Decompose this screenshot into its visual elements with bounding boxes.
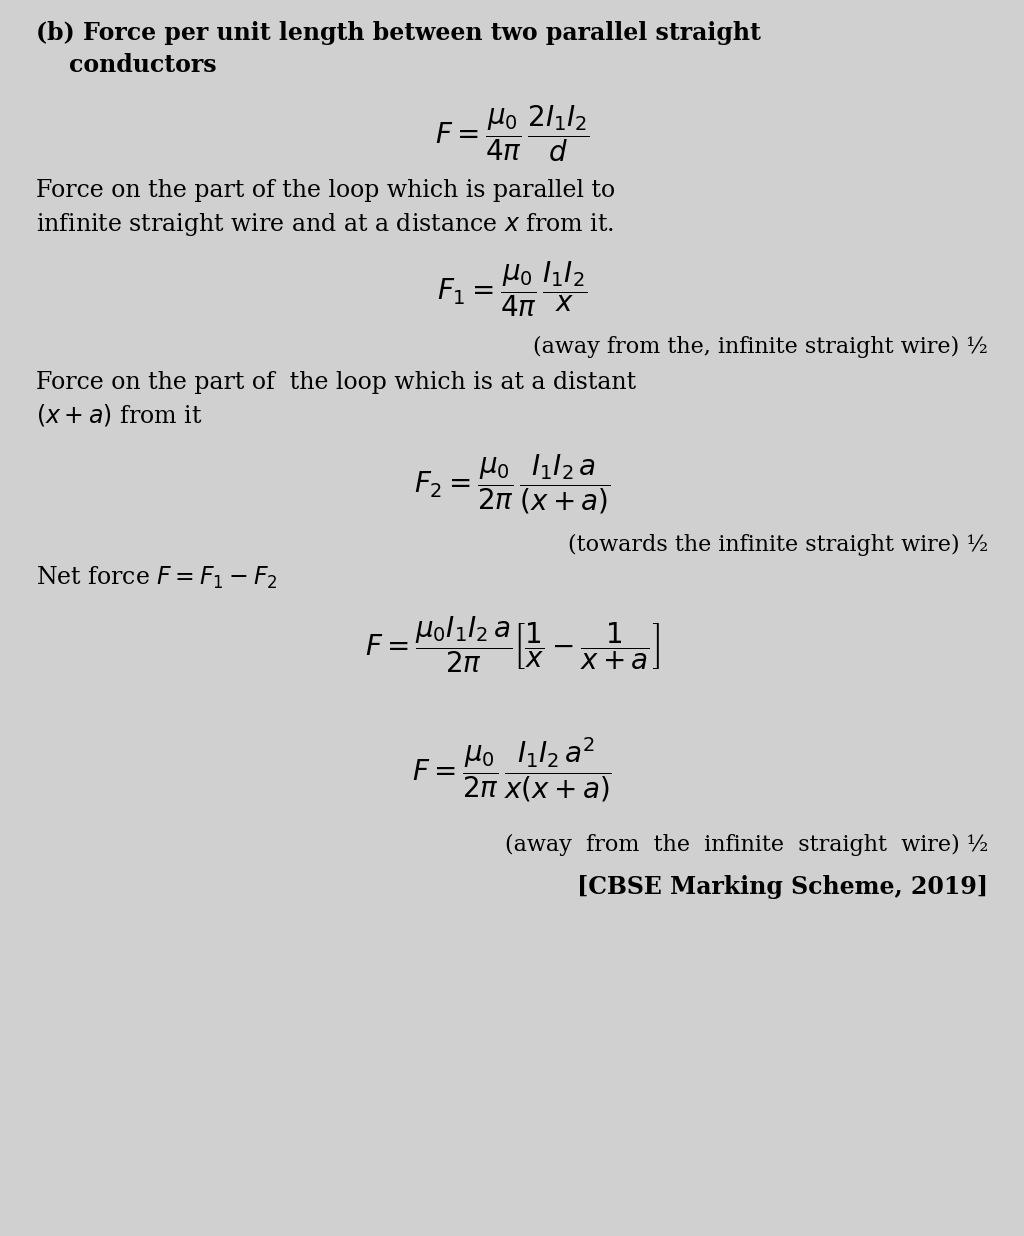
Text: Force on the part of the loop which is parallel to: Force on the part of the loop which is p… xyxy=(36,179,615,203)
Text: (towards the infinite straight wire) ½: (towards the infinite straight wire) ½ xyxy=(568,534,988,556)
Text: (away  from  the  infinite  straight  wire) ½: (away from the infinite straight wire) ½ xyxy=(505,834,988,857)
Text: $F_1 = \dfrac{\mu_0}{4\pi}\,\dfrac{I_1I_2}{x}$: $F_1 = \dfrac{\mu_0}{4\pi}\,\dfrac{I_1I_… xyxy=(437,260,587,319)
Text: $(x + a)$ from it: $(x + a)$ from it xyxy=(36,402,202,428)
Text: infinite straight wire and at a distance $x$ from it.: infinite straight wire and at a distance… xyxy=(36,211,614,239)
Text: [CBSE Marking Scheme, 2019]: [CBSE Marking Scheme, 2019] xyxy=(578,875,988,899)
Text: $F = \dfrac{\mu_0 I_1 I_2\,a}{2\pi}\left[\dfrac{1}{x} - \dfrac{1}{x+a}\right]$: $F = \dfrac{\mu_0 I_1 I_2\,a}{2\pi}\left… xyxy=(365,614,659,675)
Text: Net force $F = F_1 - F_2$: Net force $F = F_1 - F_2$ xyxy=(36,565,278,591)
Text: (b) Force per unit length between two parallel straight: (b) Force per unit length between two pa… xyxy=(36,21,761,44)
Text: Force on the part of  the loop which is at a distant: Force on the part of the loop which is a… xyxy=(36,371,636,394)
Text: $F_2 = \dfrac{\mu_0}{2\pi}\,\dfrac{I_1I_2\,a}{(x+a)}$: $F_2 = \dfrac{\mu_0}{2\pi}\,\dfrac{I_1I_… xyxy=(414,452,610,515)
Text: (away from the, infinite straight wire) ½: (away from the, infinite straight wire) … xyxy=(534,336,988,358)
Text: conductors: conductors xyxy=(36,53,216,77)
Text: $F = \dfrac{\mu_0}{2\pi}\,\dfrac{I_1 I_2\,a^2}{x(x+a)}$: $F = \dfrac{\mu_0}{2\pi}\,\dfrac{I_1 I_2… xyxy=(412,735,612,803)
Text: $F = \dfrac{\mu_0}{4\pi}\,\dfrac{2I_1I_2}{d}$: $F = \dfrac{\mu_0}{4\pi}\,\dfrac{2I_1I_2… xyxy=(434,104,590,164)
